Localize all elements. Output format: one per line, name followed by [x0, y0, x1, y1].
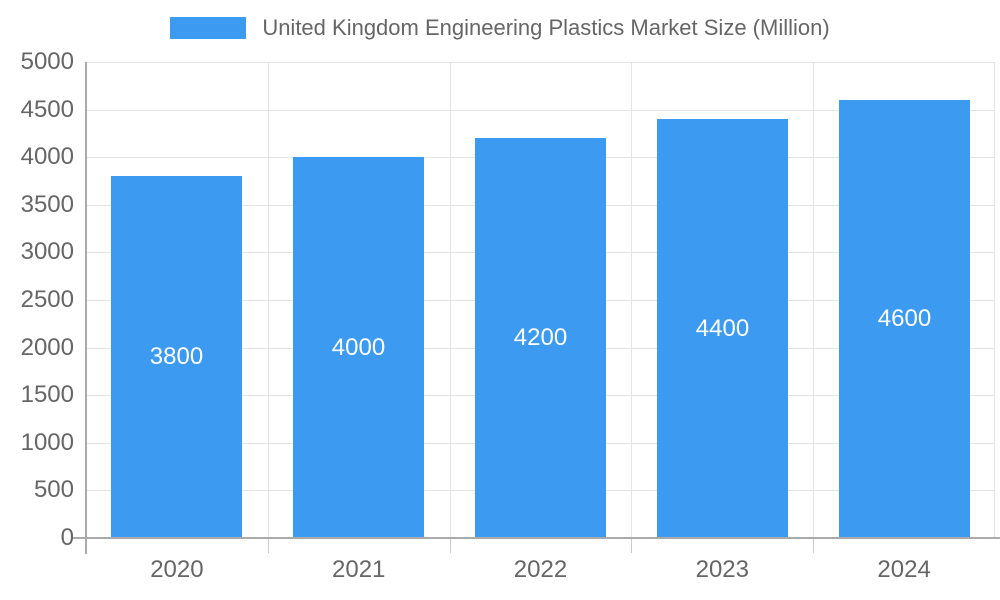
x-axis-tick-label: 2023: [695, 556, 749, 583]
x-axis-tick-label: 2020: [150, 556, 204, 583]
chart-legend: United Kingdom Engineering Plastics Mark…: [0, 0, 1000, 56]
y-axis-tick-label: 3500: [20, 190, 74, 218]
y-axis-tick-label: 2000: [20, 333, 74, 361]
x-axis-tick-mark: [450, 539, 451, 553]
x-axis-tick-mark: [268, 539, 269, 553]
y-axis-tick-label: 0: [60, 524, 74, 551]
bar[interactable]: 4400: [657, 119, 788, 538]
y-axis-tick-label: 5000: [20, 48, 74, 75]
bar[interactable]: 4000: [293, 157, 424, 538]
bar[interactable]: 3800: [111, 176, 242, 538]
gridline-vertical: [631, 62, 632, 538]
y-axis-line: [85, 62, 87, 554]
gridline-horizontal: [86, 62, 995, 63]
bar-value-label: 4000: [331, 333, 386, 361]
y-axis-tick-label: 500: [33, 476, 74, 504]
x-axis-line: [72, 537, 1000, 539]
y-axis-tick-label: 1000: [20, 428, 74, 456]
bar-value-label: 4400: [695, 314, 750, 342]
bar-value-label: 4600: [877, 305, 932, 333]
bar[interactable]: 4200: [475, 138, 606, 538]
bar[interactable]: 4600: [839, 100, 970, 538]
x-axis-tick-label: 2024: [877, 556, 931, 583]
x-axis-tick-label: 2021: [331, 556, 386, 583]
plot-area: 3800 4000 4200 4400 4600: [86, 62, 995, 539]
y-axis-tick-label: 4000: [20, 143, 74, 171]
bar-value-label: 3800: [149, 343, 204, 371]
legend-label: United Kingdom Engineering Plastics Mark…: [262, 15, 830, 40]
gridline-vertical: [450, 62, 451, 538]
y-axis-tick-label: 4500: [20, 95, 74, 123]
y-axis-tick-label: 3000: [20, 238, 74, 266]
gridline-vertical: [813, 62, 814, 538]
x-axis-tick-label: 2022: [513, 556, 568, 583]
gridline-vertical: [268, 62, 269, 538]
y-axis-tick-label: 2500: [20, 286, 74, 313]
legend-color-swatch: [170, 17, 247, 39]
x-axis-tick-mark: [631, 539, 632, 553]
bar-value-label: 4200: [513, 324, 568, 352]
gridline-horizontal: [86, 109, 995, 111]
y-axis-tick-label: 1500: [20, 381, 74, 409]
x-axis-tick-mark: [813, 539, 814, 553]
